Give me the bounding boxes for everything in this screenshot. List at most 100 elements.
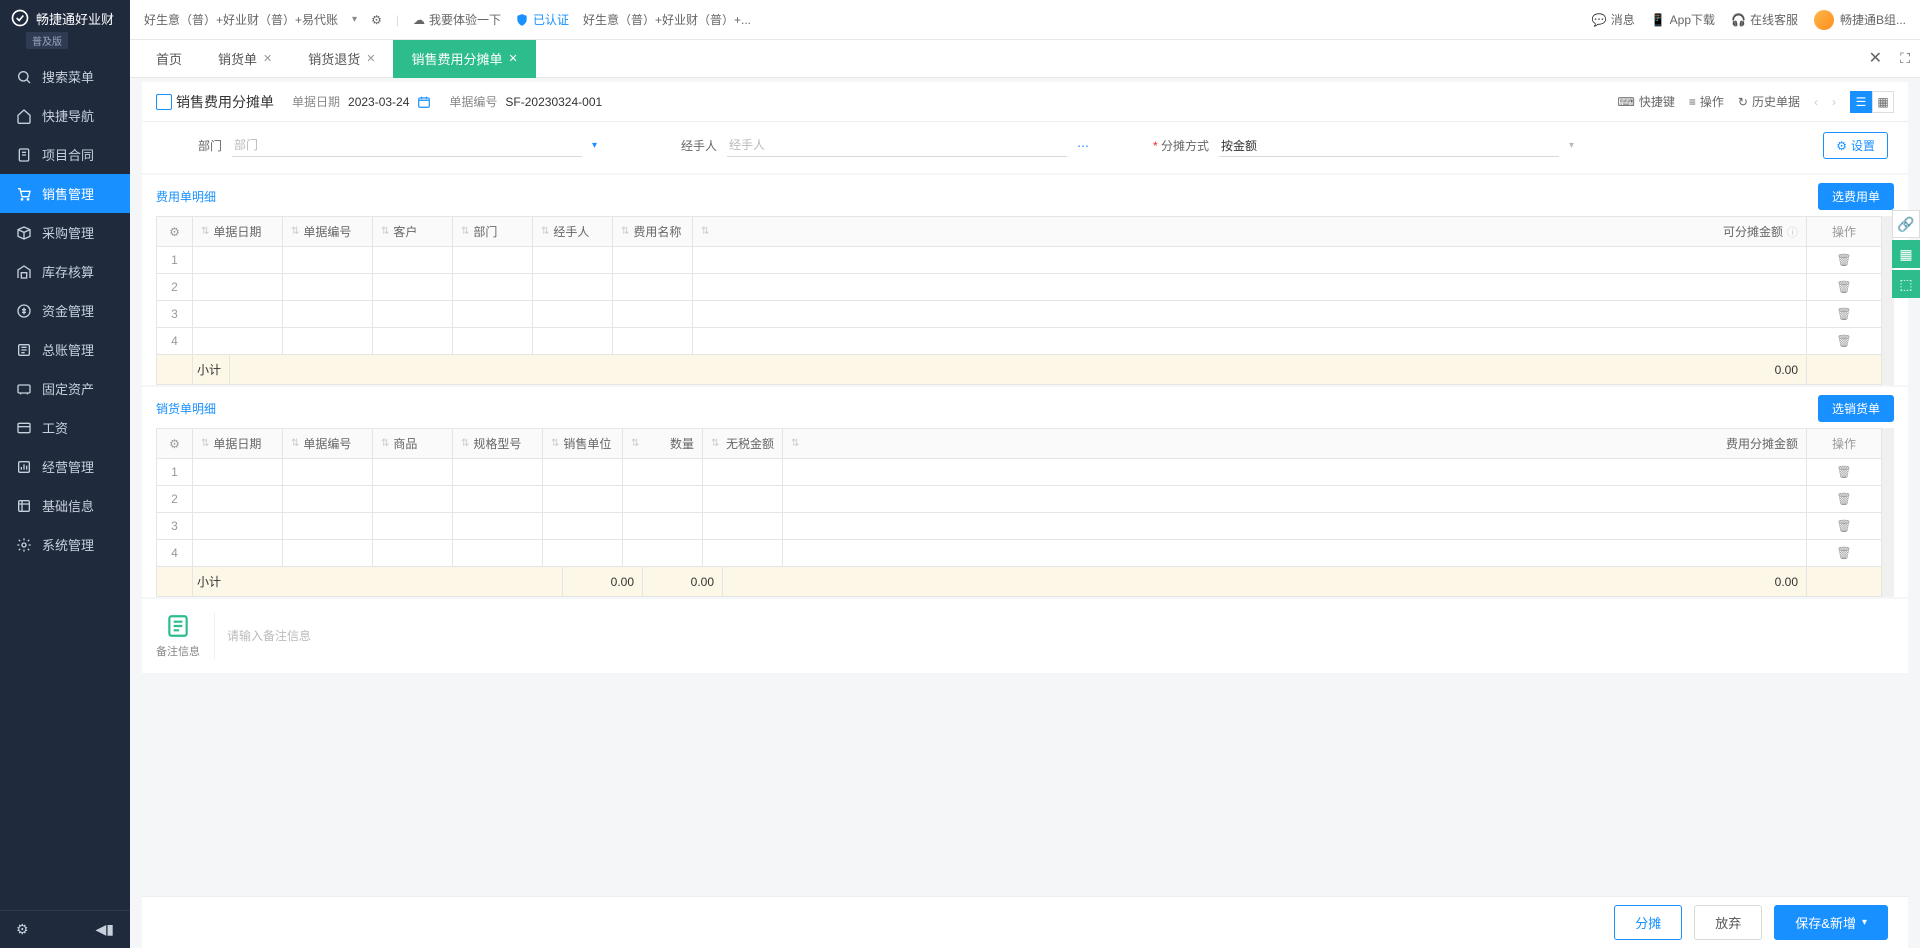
edition-badge: 普及版 xyxy=(26,32,68,49)
box-icon xyxy=(16,225,32,241)
footer: 分摊 放弃 保存&新增 ▾ xyxy=(142,896,1908,948)
handler-input[interactable] xyxy=(727,134,1067,157)
close-icon[interactable]: ✕ xyxy=(509,52,518,65)
doc-icon xyxy=(16,147,32,163)
table-row[interactable]: 4🗑 xyxy=(157,328,1881,355)
sidebar-item-0[interactable]: 搜索菜单 xyxy=(0,57,130,96)
handler-label: 经手人 xyxy=(657,137,717,154)
attach-icon[interactable]: 🔗 xyxy=(1892,210,1920,238)
gear-column-icon[interactable]: ⚙ xyxy=(157,217,193,246)
delete-icon[interactable]: 🗑 xyxy=(1836,253,1851,267)
settings-icon[interactable]: ⚙ xyxy=(16,921,29,938)
sidebar-item-12[interactable]: 系统管理 xyxy=(0,525,130,564)
app-download-link[interactable]: 📱 App下载 xyxy=(1651,11,1715,28)
close-tab-icon[interactable]: ✕ xyxy=(1869,48,1882,68)
tab-2[interactable]: 销货退货✕ xyxy=(290,40,393,78)
gear-column-icon[interactable]: ⚙ xyxy=(157,429,193,458)
view-grid-icon[interactable]: ▦ xyxy=(1872,91,1894,113)
sidebar-item-11[interactable]: 基础信息 xyxy=(0,486,130,525)
history-link[interactable]: ↻ 历史单据 xyxy=(1738,93,1800,110)
table-row[interactable]: 3🗑 xyxy=(157,301,1881,328)
content: 销售费用分摊单 单据日期 2023-03-24 单据编号 SF-20230324… xyxy=(130,78,1920,948)
table-row[interactable]: 4🗑 xyxy=(157,540,1881,567)
select-expense-button[interactable]: 选费用单 xyxy=(1818,183,1894,210)
doc-header: 销售费用分摊单 单据日期 2023-03-24 单据编号 SF-20230324… xyxy=(142,82,1908,122)
support-link[interactable]: 🎧 在线客服 xyxy=(1731,11,1798,28)
subtotal-label: 小计 xyxy=(193,355,230,384)
delete-icon[interactable]: 🗑 xyxy=(1836,307,1851,321)
operate-link[interactable]: ≡ 操作 xyxy=(1689,93,1724,110)
expense-table: ⚙ ⇅单据日期 ⇅单据编号 ⇅客户 ⇅部门 ⇅经手人 ⇅费用名称 ⇅可分摊金额ⓘ… xyxy=(156,216,1882,385)
sidebar-item-9[interactable]: 工资 xyxy=(0,408,130,447)
sales-table: ⚙ ⇅单据日期 ⇅单据编号 ⇅商品 ⇅规格型号 ⇅销售单位 ⇅数量 ⇅无税金额 … xyxy=(156,428,1882,597)
fullscreen-icon[interactable]: ⛶ xyxy=(1900,50,1910,67)
logo-icon xyxy=(10,8,30,28)
tool1-icon[interactable]: ▦ xyxy=(1892,240,1920,268)
delete-icon[interactable]: 🗑 xyxy=(1836,334,1851,348)
breadcrumb[interactable]: 好生意（普）+好业财（普）+易代账 xyxy=(144,11,338,28)
table-row[interactable]: 2🗑 xyxy=(157,274,1881,301)
save-button[interactable]: 保存&新增 ▾ xyxy=(1774,905,1888,940)
delete-icon[interactable]: 🗑 xyxy=(1836,280,1851,294)
handler-more-icon[interactable]: ⋯ xyxy=(1077,139,1089,153)
dept-input[interactable] xyxy=(232,134,582,157)
method-input[interactable] xyxy=(1219,134,1559,157)
dept-dropdown-icon[interactable]: ▾ xyxy=(592,140,597,151)
tab-3[interactable]: 销售费用分摊单✕ xyxy=(393,40,535,78)
form-row: 部门 ▾ 经手人 ⋯ 分摊方式 ▾ ⚙ 设置 xyxy=(142,122,1908,173)
sidebar-item-3[interactable]: 销售管理 xyxy=(0,174,130,213)
date-label: 单据日期 xyxy=(292,93,340,110)
user-menu[interactable]: 畅捷通B组... xyxy=(1814,10,1906,30)
gear-icon xyxy=(16,537,32,553)
message-link[interactable]: 💬 消息 xyxy=(1592,11,1635,28)
money-icon xyxy=(16,303,32,319)
method-label: 分摊方式 xyxy=(1149,137,1209,154)
sidebar: 畅捷通好业财 普及版 搜索菜单快捷导航项目合同销售管理采购管理库存核算资金管理总… xyxy=(0,0,130,948)
sidebar-item-6[interactable]: 资金管理 xyxy=(0,291,130,330)
sidebar-item-1[interactable]: 快捷导航 xyxy=(0,96,130,135)
allocate-button[interactable]: 分摊 xyxy=(1614,905,1682,940)
sidebar-item-5[interactable]: 库存核算 xyxy=(0,252,130,291)
gear-icon[interactable]: ⚙ xyxy=(371,13,382,27)
sales-section: 销货单明细 选销货单 ⚙ ⇅单据日期 ⇅单据编号 ⇅商品 ⇅规格型号 ⇅销售单位… xyxy=(142,387,1908,597)
view-list-icon[interactable]: ☰ xyxy=(1850,91,1872,113)
delete-icon[interactable]: 🗑 xyxy=(1836,519,1851,533)
discard-button[interactable]: 放弃 xyxy=(1694,905,1762,940)
nav: 搜索菜单快捷导航项目合同销售管理采购管理库存核算资金管理总账管理固定资产工资经营… xyxy=(0,57,130,910)
sidebar-item-4[interactable]: 采购管理 xyxy=(0,213,130,252)
asset-icon xyxy=(16,381,32,397)
date-value[interactable]: 2023-03-24 xyxy=(348,95,409,109)
sidebar-item-2[interactable]: 项目合同 xyxy=(0,135,130,174)
prev-icon[interactable]: ‹ xyxy=(1814,95,1818,109)
calendar-icon[interactable] xyxy=(417,95,431,109)
sidebar-footer: ⚙ ◀▮ xyxy=(0,910,130,948)
sidebar-item-10[interactable]: 经营管理 xyxy=(0,447,130,486)
table-row[interactable]: 2🗑 xyxy=(157,486,1881,513)
tab-0[interactable]: 首页 xyxy=(138,40,200,78)
select-sales-button[interactable]: 选销货单 xyxy=(1818,395,1894,422)
help-icon[interactable]: ⓘ xyxy=(1787,224,1798,240)
no-label: 单据编号 xyxy=(449,93,497,110)
table-row[interactable]: 1🗑 xyxy=(157,459,1881,486)
shortcut-link[interactable]: ⌨ 快捷键 xyxy=(1618,93,1675,110)
remark-input[interactable] xyxy=(214,613,1894,659)
sidebar-item-8[interactable]: 固定资产 xyxy=(0,369,130,408)
expense-section: 费用单明细 选费用单 ⚙ ⇅单据日期 ⇅单据编号 ⇅客户 ⇅部门 ⇅经手人 ⇅费… xyxy=(142,175,1908,385)
scrollbar[interactable] xyxy=(1882,428,1894,597)
collapse-icon[interactable]: ◀▮ xyxy=(96,921,114,938)
settings-button[interactable]: ⚙ 设置 xyxy=(1823,132,1888,159)
delete-icon[interactable]: 🗑 xyxy=(1836,546,1851,560)
delete-icon[interactable]: 🗑 xyxy=(1836,492,1851,506)
tab-1[interactable]: 销货单✕ xyxy=(200,40,290,78)
next-icon[interactable]: › xyxy=(1832,95,1836,109)
table-row[interactable]: 3🗑 xyxy=(157,513,1881,540)
sidebar-item-7[interactable]: 总账管理 xyxy=(0,330,130,369)
experience-link[interactable]: ☁ 我要体验一下 xyxy=(413,11,501,28)
table-row[interactable]: 1🗑 xyxy=(157,247,1881,274)
tool2-icon[interactable]: ⬚ xyxy=(1892,270,1920,298)
close-icon[interactable]: ✕ xyxy=(263,52,272,65)
breadcrumb-chevron-icon[interactable]: ▾ xyxy=(352,14,357,25)
delete-icon[interactable]: 🗑 xyxy=(1836,465,1851,479)
method-dropdown-icon[interactable]: ▾ xyxy=(1569,140,1574,151)
close-icon[interactable]: ✕ xyxy=(366,52,375,65)
